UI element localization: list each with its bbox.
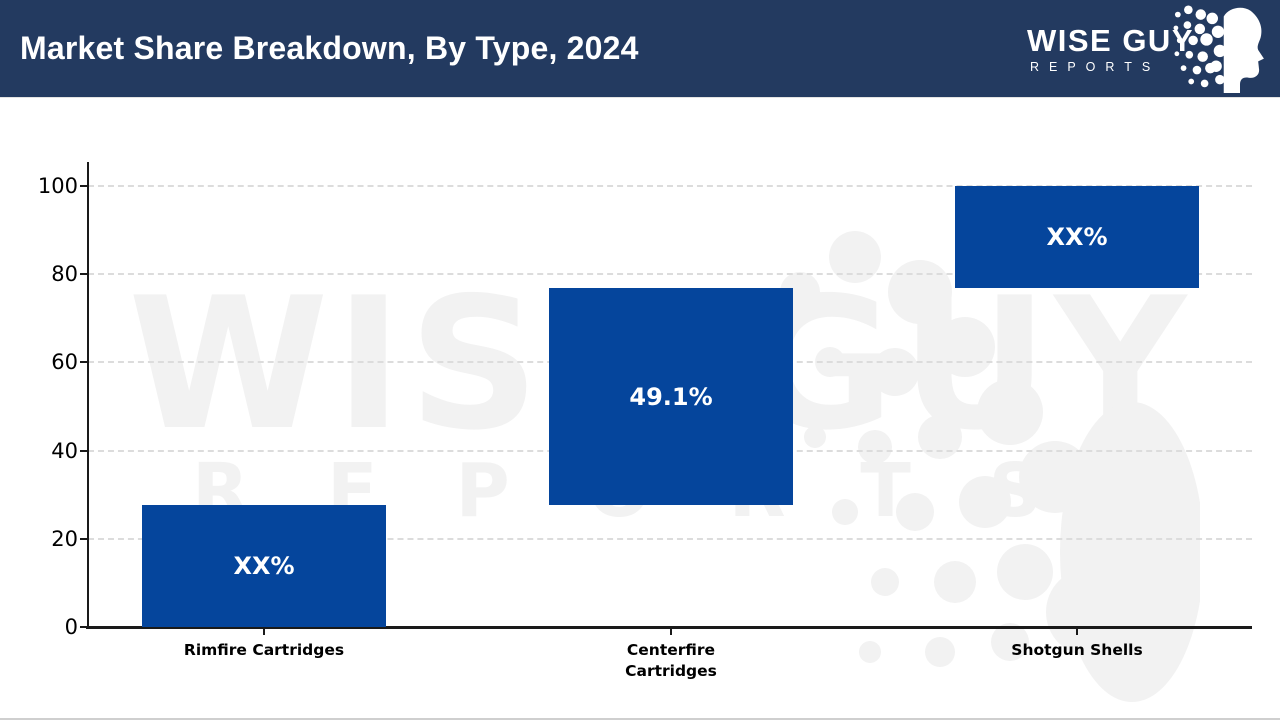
y-tick-60 xyxy=(80,361,87,364)
bar-1 xyxy=(142,504,386,627)
y-tick-label-40: 40 xyxy=(51,438,78,463)
x-tick-3 xyxy=(1076,628,1078,635)
bar-value-label-2: 49.1% xyxy=(629,382,713,411)
watermark-face-icon xyxy=(780,231,1200,702)
y-tick-80 xyxy=(80,273,87,276)
bar-value-label-1: XX% xyxy=(233,551,295,580)
wise-guy-reports-logo: WISE GUY REPORTS xyxy=(1026,5,1266,93)
y-tick-label-60: 60 xyxy=(51,350,78,375)
page-title: Market Share Breakdown, By Type, 2024 xyxy=(20,30,639,66)
logo-wordmark: WISE GUY xyxy=(1026,23,1194,58)
y-tick-label-80: 80 xyxy=(51,262,78,287)
y-tick-label-100: 100 xyxy=(37,174,78,198)
x-category-label-2: Centerfire Cartridges xyxy=(625,641,717,680)
x-category-label-1: Rimfire Cartridges xyxy=(183,641,345,659)
y-tick-0 xyxy=(80,626,87,628)
logo-face-icon xyxy=(1173,5,1264,93)
header-bar: Market Share Breakdown, By Type, 2024 WI… xyxy=(0,0,1280,98)
x-tick-1 xyxy=(263,628,265,635)
bar-value-label-3: XX% xyxy=(1046,223,1108,252)
logo-subtitle: REPORTS xyxy=(1029,60,1161,74)
y-tick-label-20: 20 xyxy=(51,526,78,551)
x-category-label-3: Shotgun Shells xyxy=(1011,641,1143,659)
y-tick-label-0: 0 xyxy=(64,615,78,639)
bar-3 xyxy=(955,186,1199,289)
gridline-y100 xyxy=(88,185,1252,187)
y-tick-40 xyxy=(80,449,87,452)
x-axis-line xyxy=(86,626,1252,629)
bar-2 xyxy=(549,288,793,505)
y-tick-20 xyxy=(80,537,87,540)
y-tick-100 xyxy=(80,185,87,187)
logo-text: WISE GUY REPORTS xyxy=(1026,23,1194,75)
gridline-y20 xyxy=(88,537,1252,540)
gridline-y80 xyxy=(88,273,1252,276)
x-tick-2 xyxy=(670,628,672,635)
y-axis-line xyxy=(87,162,89,629)
